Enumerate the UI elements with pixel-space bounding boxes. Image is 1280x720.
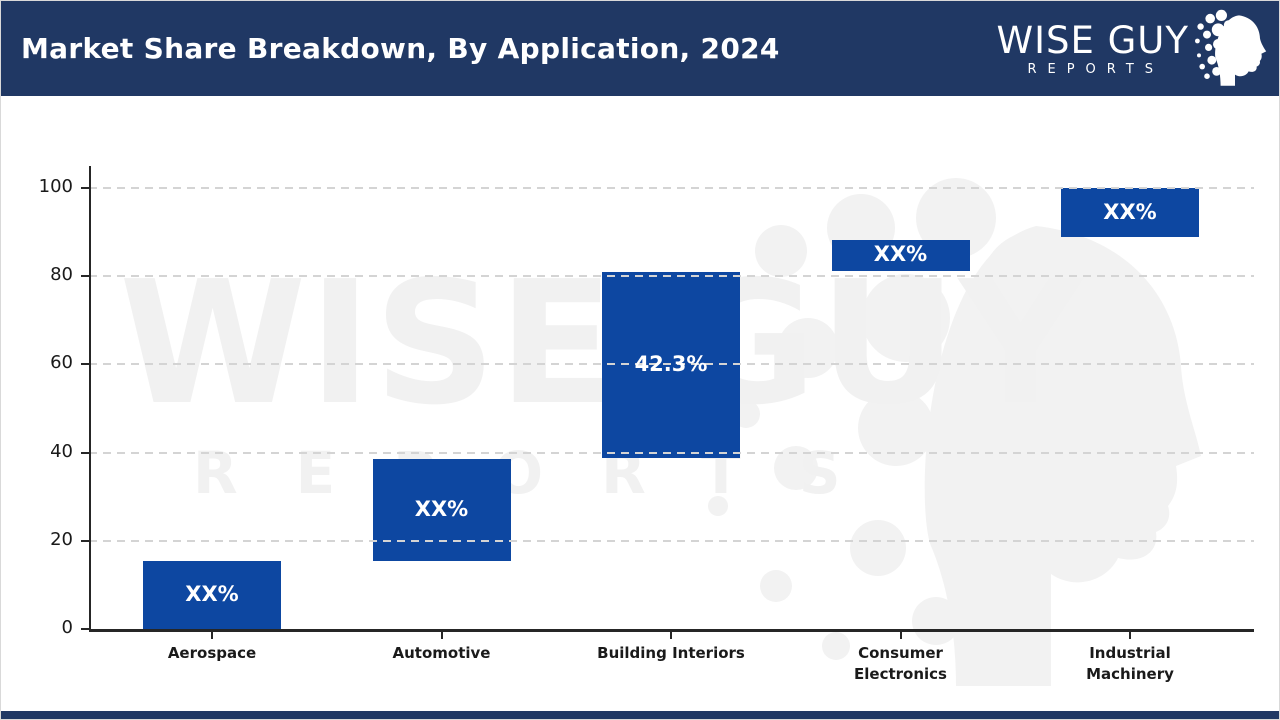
bar (143, 561, 281, 629)
header-bar: Market Share Breakdown, By Application, … (1, 1, 1279, 96)
y-tick-label: 40 (50, 440, 73, 462)
logo-text: WISE GUY REPORTS (997, 22, 1189, 76)
x-axis-line (89, 629, 1254, 632)
x-category-label-line: Automotive (392, 644, 491, 662)
bar-value-label: 42.3% (634, 352, 708, 377)
x-category-label: Consumer Electronics (791, 643, 1011, 685)
gridline (89, 187, 1254, 189)
bar-value-label: XX% (873, 242, 928, 267)
y-tick-label: 60 (50, 352, 73, 374)
x-category-label-line: Aerospace (167, 644, 257, 662)
plot-area: 0 20 40 60 80 100 XX% Aerospace XX% Automotive 42.… (1, 96, 1279, 713)
y-tick (81, 363, 89, 366)
watermark-head-icon (698, 178, 1201, 686)
x-category-label: Building Interiors (561, 643, 781, 664)
y-axis-line (89, 166, 91, 631)
gridline (89, 539, 1254, 542)
x-tick (211, 631, 213, 639)
bar (831, 239, 970, 272)
gridline (89, 275, 1254, 278)
bar-value-label: XX% (414, 496, 469, 521)
x-category-label-line: Industrial (1089, 644, 1171, 662)
y-tick-label: 0 (61, 617, 73, 638)
bar (372, 458, 511, 562)
logo-subtext: REPORTS (1027, 61, 1165, 77)
x-tick (440, 631, 443, 639)
bar-value-label: XX% (185, 582, 239, 607)
chart-area: WISE GUY REPORTS 0 20 40 60 80 100 XX% Aerospac… (1, 96, 1279, 713)
x-category-label-line: Machinery (1086, 665, 1174, 683)
x-category-label-line: Electronics (854, 665, 947, 683)
y-tick-label: 80 (50, 264, 73, 286)
gridline (89, 451, 1254, 454)
x-category-label: Automotive (332, 643, 552, 664)
x-tick (670, 631, 672, 639)
x-category-label: Aerospace (102, 643, 322, 664)
wiseguy-logo: WISE GUY REPORTS (997, 9, 1271, 89)
y-tick (81, 628, 89, 630)
logo-wordmark: WISE GUY (996, 18, 1189, 62)
bar (1061, 188, 1199, 238)
x-category-label-line: Building Interiors (597, 644, 745, 662)
y-tick-label: 20 (50, 528, 73, 550)
footer-bar (1, 711, 1279, 719)
bar-value-label: XX% (1103, 199, 1157, 224)
y-tick (81, 451, 89, 454)
wiseguy-head-icon (1195, 9, 1267, 86)
y-tick (81, 539, 89, 542)
x-tick (1129, 631, 1131, 639)
y-tick (81, 187, 89, 189)
x-tick (899, 631, 902, 639)
y-tick-label: 100 (38, 176, 73, 197)
gridline (89, 363, 1254, 366)
watermark-wordmark: WISE GUY (119, 245, 1085, 443)
x-category-label: Industrial Machinery (1020, 643, 1240, 685)
x-category-label-line: Consumer (858, 644, 943, 662)
y-tick (81, 275, 89, 278)
page-title: Market Share Breakdown, By Application, … (21, 32, 780, 65)
